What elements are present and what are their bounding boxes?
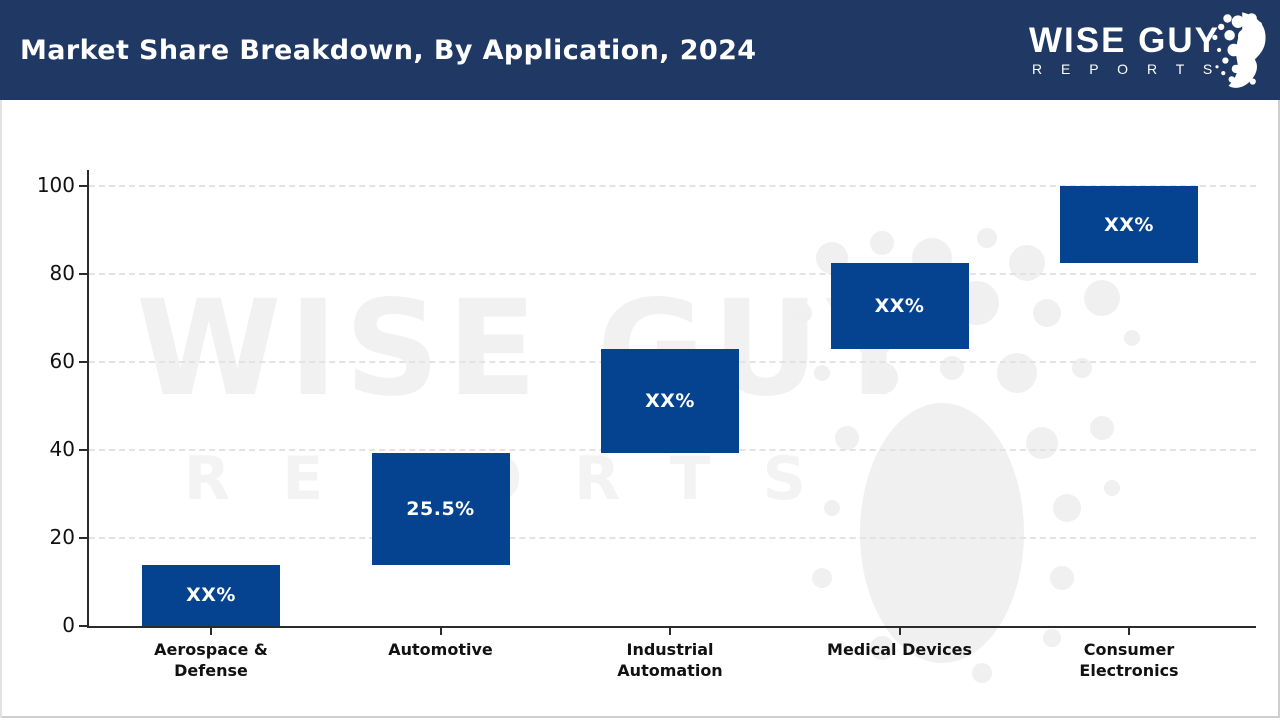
y-tick-20 (79, 537, 87, 539)
logo-wordmark: WISE GUY (1028, 21, 1220, 60)
logo-subtext: R E P O R T S (1031, 61, 1220, 77)
bar-value-label: 25.5% (406, 497, 475, 520)
y-tick-label-40: 40 (49, 437, 75, 461)
x-tick-4 (1128, 628, 1130, 635)
x-category-label-0: Aerospace & Defense (154, 640, 268, 680)
x-axis-line (87, 626, 1256, 628)
y-tick-100 (79, 185, 87, 187)
y-tick-label-0: 0 (62, 613, 75, 637)
x-category-label-4: Consumer Electronics (1079, 640, 1179, 680)
x-category-label-1: Automotive (388, 640, 493, 659)
x-tick-0 (210, 628, 212, 635)
logo-text: WISE GUY R E P O R T S (1028, 21, 1220, 78)
gridline-100 (89, 185, 1256, 187)
bar-value-label: XX% (645, 389, 695, 412)
watermark-wordmark: WISE GUY (136, 272, 930, 426)
x-tick-3 (898, 628, 901, 635)
bar-value-label: XX% (874, 295, 925, 318)
y-tick-label-80: 80 (49, 261, 75, 285)
y-tick-40 (79, 449, 87, 451)
bar-value-label: XX% (186, 584, 236, 607)
frame-bottom-line (0, 716, 1280, 718)
y-tick-label-100: 100 (36, 173, 75, 197)
gridline-80 (89, 273, 1256, 275)
x-category-label-3: Medical Devices (827, 640, 972, 659)
header: Market Share Breakdown, By Application, … (0, 0, 1280, 100)
y-tick-80 (79, 273, 87, 275)
bar-aerospace-defense: XX% (142, 564, 280, 626)
bar-medical-devices: XX% (830, 263, 969, 350)
bar-industrial-automation: XX% (601, 349, 739, 453)
bar-automotive: 25.5% (371, 452, 510, 565)
y-tick-label-60: 60 (49, 349, 75, 373)
frame-right-line (1278, 100, 1280, 718)
x-category-label-2: Industrial Automation (617, 640, 723, 680)
y-tick-60 (79, 361, 87, 363)
frame-left-line (0, 100, 2, 718)
bar-consumer-electronics: XX% (1060, 186, 1198, 263)
chart-title: Market Share Breakdown, By Application, … (20, 34, 757, 66)
gridline-20 (89, 537, 1256, 539)
x-tick-1 (439, 628, 442, 635)
y-axis-line (87, 170, 89, 628)
watermark-subtext: REPORTS (184, 444, 858, 514)
logo-head-icon (1212, 12, 1266, 88)
y-tick-0 (79, 625, 87, 627)
bar-value-label: XX% (1104, 213, 1154, 236)
wise-guy-logo: WISE GUY R E P O R T S (1029, 8, 1270, 92)
x-tick-2 (669, 628, 671, 635)
y-tick-label-20: 20 (49, 525, 75, 549)
